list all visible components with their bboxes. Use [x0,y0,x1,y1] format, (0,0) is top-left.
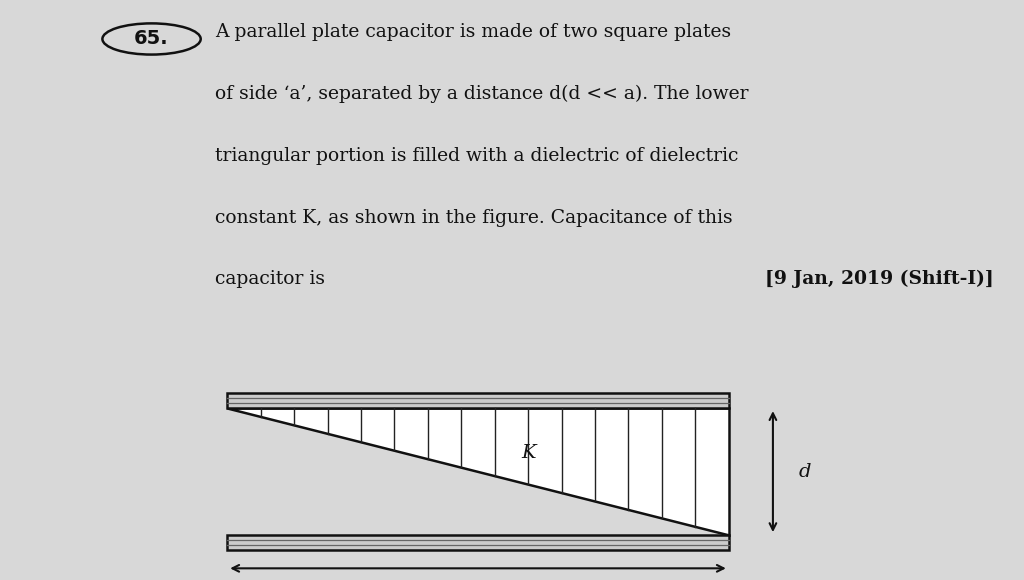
Polygon shape [227,408,729,535]
Text: [9 Jan, 2019 (Shift-I)]: [9 Jan, 2019 (Shift-I)] [765,270,993,288]
Polygon shape [227,393,729,408]
Polygon shape [227,535,729,550]
Text: constant K, as shown in the figure. Capacitance of this: constant K, as shown in the figure. Capa… [215,209,732,227]
Text: K: K [521,444,536,462]
Text: A parallel plate capacitor is made of two square plates: A parallel plate capacitor is made of tw… [215,23,731,42]
Text: capacitor is: capacitor is [215,270,325,288]
Text: d: d [799,463,811,481]
Text: 65.: 65. [134,30,169,49]
Text: a: a [472,579,483,580]
Text: of side ‘a’, separated by a distance d(d << a). The lower: of side ‘a’, separated by a distance d(d… [215,85,749,103]
Text: triangular portion is filled with a dielectric of dielectric: triangular portion is filled with a diel… [215,147,738,165]
